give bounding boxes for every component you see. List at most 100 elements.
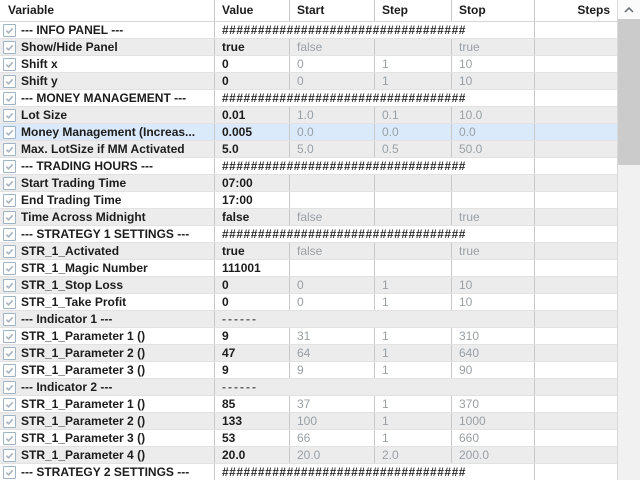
start-cell[interactable]: 31	[290, 328, 375, 344]
start-cell[interactable]: false	[290, 243, 375, 259]
stop-cell[interactable]: 10	[452, 294, 535, 310]
table-row[interactable]: --- TRADING HOURS --- ##################…	[0, 158, 617, 175]
table-row[interactable]: Shift y 0 0 1 10	[0, 73, 617, 90]
stop-cell[interactable]: 50.0	[452, 141, 535, 157]
table-row[interactable]: Money Management (Increas... 0.005 0.0 0…	[0, 124, 617, 141]
value-cell[interactable]: 07:00	[215, 175, 290, 191]
step-cell[interactable]: 1	[375, 328, 452, 344]
checkbox-checked[interactable]	[3, 74, 16, 88]
step-cell[interactable]: 1	[375, 56, 452, 72]
step-cell[interactable]	[375, 192, 452, 208]
checkbox-checked[interactable]	[3, 142, 16, 156]
step-cell[interactable]	[375, 209, 452, 225]
start-cell[interactable]	[290, 192, 375, 208]
stop-cell[interactable]: 200.0	[452, 447, 535, 463]
scrollbar-thumb[interactable]	[618, 19, 640, 165]
start-cell[interactable]: false	[290, 209, 375, 225]
table-row[interactable]: --- MONEY MANAGEMENT --- ###############…	[0, 90, 617, 107]
table-row[interactable]: --- Indicator 2 --- ------	[0, 379, 617, 396]
table-row[interactable]: --- INFO PANEL --- #####################…	[0, 22, 617, 39]
value-cell[interactable]: 0	[215, 73, 290, 89]
step-cell[interactable]: 1	[375, 73, 452, 89]
step-cell[interactable]: 1	[375, 396, 452, 412]
checkbox-checked[interactable]	[3, 23, 16, 37]
value-cell[interactable]: 85	[215, 396, 290, 412]
start-cell[interactable]: 0	[290, 73, 375, 89]
start-cell[interactable]	[290, 175, 375, 191]
value-cell[interactable]: 0	[215, 277, 290, 293]
checkbox-checked[interactable]	[3, 210, 16, 224]
checkbox-checked[interactable]	[3, 431, 16, 445]
checkbox-checked[interactable]	[3, 176, 16, 190]
table-row[interactable]: --- STRATEGY 2 SETTINGS --- ############…	[0, 464, 617, 480]
checkbox-checked[interactable]	[3, 244, 16, 258]
start-cell[interactable]: 9	[290, 362, 375, 378]
step-cell[interactable]: 2.0	[375, 447, 452, 463]
checkbox-checked[interactable]	[3, 448, 16, 462]
table-row[interactable]: Lot Size 0.01 1.0 0.1 10.0	[0, 107, 617, 124]
start-cell[interactable]: 0	[290, 56, 375, 72]
checkbox-checked[interactable]	[3, 295, 16, 309]
stop-cell[interactable]: 370	[452, 396, 535, 412]
value-cell[interactable]: 17:00	[215, 192, 290, 208]
checkbox-checked[interactable]	[3, 40, 16, 54]
value-cell[interactable]: 20.0	[215, 447, 290, 463]
step-cell[interactable]	[375, 243, 452, 259]
step-cell[interactable]: 0.0	[375, 124, 452, 140]
checkbox-checked[interactable]	[3, 346, 16, 360]
value-cell[interactable]: 111001	[215, 260, 290, 276]
start-cell[interactable]: 0	[290, 277, 375, 293]
table-row[interactable]: STR_1_Parameter 2 () 133 100 1 1000	[0, 413, 617, 430]
start-cell[interactable]: 5.0	[290, 141, 375, 157]
scrollbar-up-button[interactable]	[618, 0, 640, 19]
checkbox-checked[interactable]	[3, 193, 16, 207]
value-cell[interactable]: 0.01	[215, 107, 290, 123]
start-cell[interactable]: 0.0	[290, 124, 375, 140]
table-row[interactable]: STR_1_Activated true false true	[0, 243, 617, 260]
column-header-variable[interactable]: Variable	[0, 0, 215, 21]
start-cell[interactable]: 1.0	[290, 107, 375, 123]
checkbox-checked[interactable]	[3, 261, 16, 275]
checkbox-checked[interactable]	[3, 108, 16, 122]
table-row[interactable]: Show/Hide Panel true false true	[0, 39, 617, 56]
start-cell[interactable]: 37	[290, 396, 375, 412]
value-cell[interactable]: 0.005	[215, 124, 290, 140]
stop-cell[interactable]: 10	[452, 277, 535, 293]
checkbox-checked[interactable]	[3, 465, 16, 479]
table-row[interactable]: STR_1_Parameter 4 () 20.0 20.0 2.0 200.0	[0, 447, 617, 464]
stop-cell[interactable]: 1000	[452, 413, 535, 429]
table-row[interactable]: STR_1_Stop Loss 0 0 1 10	[0, 277, 617, 294]
checkbox-checked[interactable]	[3, 91, 16, 105]
value-cell[interactable]: 47	[215, 345, 290, 361]
value-cell[interactable]: 133	[215, 413, 290, 429]
step-cell[interactable]: 1	[375, 362, 452, 378]
step-cell[interactable]: 0.5	[375, 141, 452, 157]
checkbox-checked[interactable]	[3, 57, 16, 71]
step-cell[interactable]: 1	[375, 413, 452, 429]
checkbox-checked[interactable]	[3, 329, 16, 343]
value-cell[interactable]: true	[215, 39, 290, 55]
stop-cell[interactable]: true	[452, 209, 535, 225]
value-cell[interactable]: true	[215, 243, 290, 259]
value-cell[interactable]: 0	[215, 294, 290, 310]
checkbox-checked[interactable]	[3, 278, 16, 292]
table-row[interactable]: Shift x 0 0 1 10	[0, 56, 617, 73]
table-row[interactable]: STR_1_Parameter 1 () 9 31 1 310	[0, 328, 617, 345]
start-cell[interactable]: 66	[290, 430, 375, 446]
stop-cell[interactable]: 10	[452, 56, 535, 72]
step-cell[interactable]	[375, 39, 452, 55]
stop-cell[interactable]: 640	[452, 345, 535, 361]
checkbox-checked[interactable]	[3, 159, 16, 173]
table-row[interactable]: STR_1_Magic Number 111001	[0, 260, 617, 277]
column-header-step[interactable]: Step	[375, 0, 452, 21]
step-cell[interactable]: 1	[375, 277, 452, 293]
step-cell[interactable]: 1	[375, 430, 452, 446]
table-row[interactable]: STR_1_Take Profit 0 0 1 10	[0, 294, 617, 311]
step-cell[interactable]: 1	[375, 345, 452, 361]
step-cell[interactable]: 0.1	[375, 107, 452, 123]
start-cell[interactable]: 0	[290, 294, 375, 310]
value-cell[interactable]: 9	[215, 362, 290, 378]
checkbox-checked[interactable]	[3, 312, 16, 326]
checkbox-checked[interactable]	[3, 125, 16, 139]
start-cell[interactable]: false	[290, 39, 375, 55]
